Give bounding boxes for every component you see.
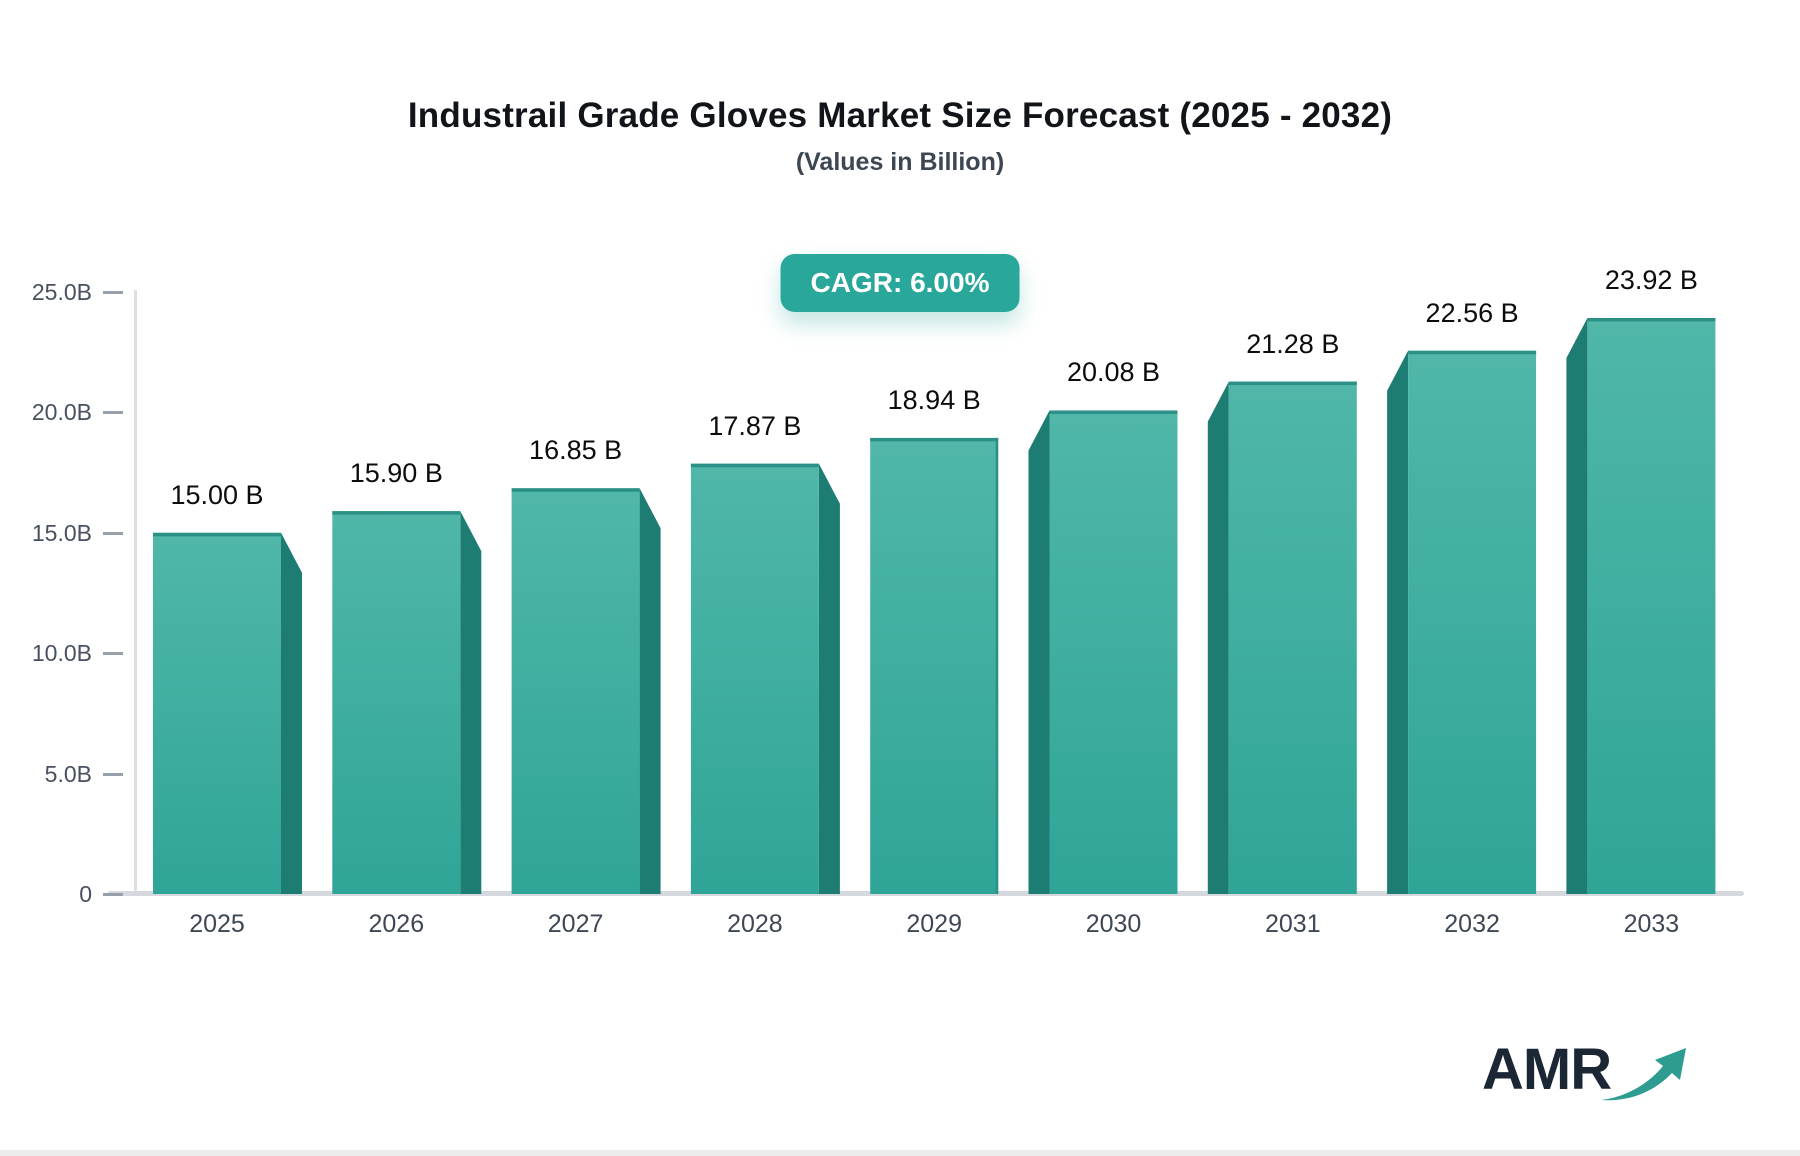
bar-2029	[870, 437, 999, 894]
y-tick-label: 20.0B	[31, 399, 92, 426]
bar-side-face	[639, 488, 661, 894]
x-axis-label: 2032	[1444, 910, 1500, 938]
bar-front-face	[332, 511, 461, 894]
bar-2026	[332, 511, 482, 894]
y-tick-mark	[103, 893, 123, 896]
bar-2032	[1387, 350, 1537, 894]
bar-front-face	[511, 488, 640, 894]
bar-right-edge	[995, 437, 999, 894]
chart-title: Industrail Grade Gloves Market Size Fore…	[407, 96, 1393, 135]
y-tick-label: 25.0B	[31, 279, 92, 305]
y-tick-label: 10.0B	[31, 640, 92, 667]
bar-2028	[690, 463, 840, 894]
chart-subtitle: (Values in Billion)	[795, 148, 1005, 176]
x-axis-label: 2030	[1085, 910, 1142, 938]
bar-top-edge	[1587, 318, 1716, 322]
y-tick-mark	[103, 531, 123, 535]
bar-side-face	[281, 532, 302, 894]
bar-top-edge	[1228, 381, 1357, 386]
y-tick-label: 0	[79, 881, 92, 907]
bar-side-face	[1387, 350, 1409, 894]
bar-front-face	[1049, 410, 1178, 894]
bar-top-edge	[690, 463, 819, 468]
y-tick-mark	[103, 772, 123, 776]
bar-value-label: 21.28 B	[1246, 328, 1340, 359]
bar-side-face	[1566, 318, 1588, 894]
bar-value-label: 15.90 B	[349, 458, 443, 489]
y-tick-mark	[103, 291, 123, 294]
footer-divider	[0, 1150, 1800, 1156]
bar-top-edge	[153, 532, 281, 537]
y-axis-line	[134, 290, 137, 896]
bar-front-face	[1408, 350, 1537, 894]
bar-top-edge	[1408, 350, 1537, 355]
y-tick-mark	[103, 411, 123, 415]
bar-2027	[511, 488, 661, 894]
bar-value-label: 20.08 B	[1066, 357, 1161, 388]
x-axis-label: 2026	[368, 910, 425, 938]
x-axis-label: 2031	[1264, 910, 1321, 938]
y-tick-label: 5.0B	[44, 760, 92, 787]
bar-side-face	[1028, 410, 1050, 894]
bar-front-face	[870, 437, 999, 894]
bar-front-face	[1587, 318, 1716, 894]
bar-value-label: 18.94 B	[887, 384, 981, 415]
bar-value-label: 17.87 B	[708, 410, 802, 441]
growth-arrow-icon	[1601, 1048, 1686, 1101]
brand-logo: AMR	[1482, 1028, 1686, 1118]
bar-value-label: 22.56 B	[1425, 297, 1519, 328]
bar-side-face	[818, 463, 840, 894]
bar-front-face	[153, 532, 281, 894]
x-axis-label: 2025	[189, 910, 245, 938]
bar-top-edge	[332, 511, 461, 515]
bar-2025	[153, 532, 302, 894]
bar-top-edge	[511, 488, 640, 492]
bar-value-label: 23.92 B	[1604, 265, 1698, 295]
bar-side-face	[1207, 381, 1229, 894]
bar-2033	[1566, 318, 1716, 894]
bar-top-edge	[1049, 410, 1178, 414]
x-axis-label: 2029	[906, 910, 962, 938]
bar-top-edge	[870, 437, 999, 442]
bar-value-label: 16.85 B	[529, 435, 623, 466]
bar-2031	[1207, 381, 1357, 894]
x-axis-label: 2027	[547, 910, 604, 938]
bar-front-face	[1228, 381, 1357, 894]
y-tick-label: 15.0B	[31, 519, 92, 546]
cagr-badge: CAGR: 6.00%	[780, 254, 1020, 312]
bar-front-face	[690, 463, 819, 894]
bar-2030	[1028, 410, 1178, 894]
brand-logo-text: AMR	[1482, 1037, 1612, 1102]
bar-side-face	[460, 511, 482, 894]
bar-value-label: 15.00 B	[170, 479, 264, 510]
x-axis-label: 2028	[727, 910, 783, 938]
x-axis-label: 2033	[1623, 910, 1680, 938]
y-tick-mark	[103, 652, 123, 656]
